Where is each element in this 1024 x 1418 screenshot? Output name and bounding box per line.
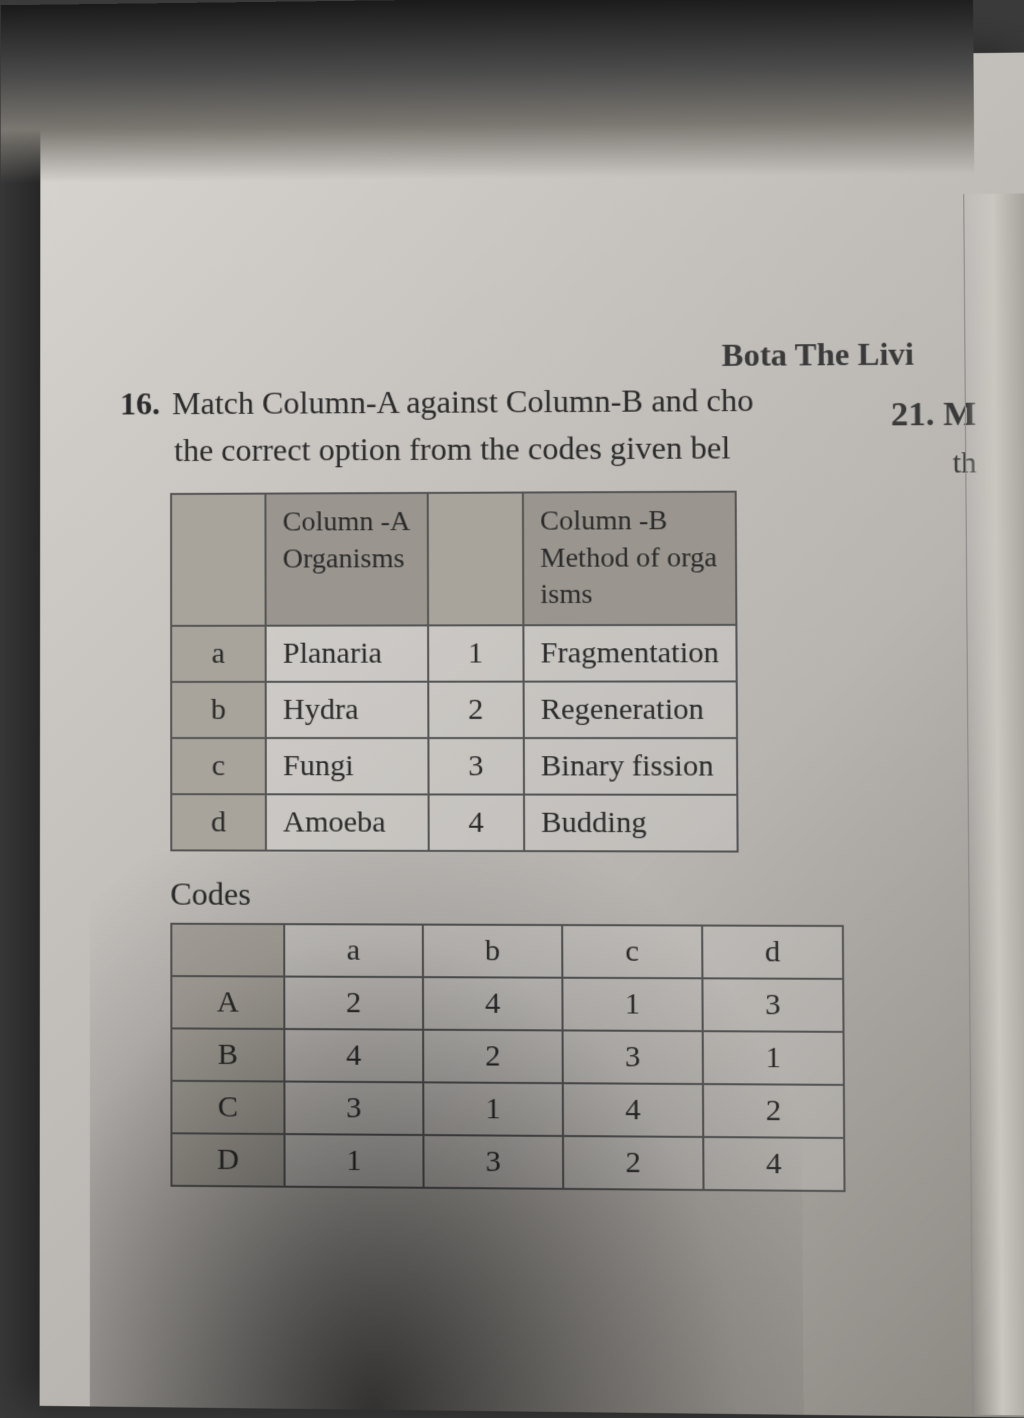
code-val: 3	[284, 1081, 423, 1135]
code-val: 2	[423, 1029, 563, 1082]
codes-heading: Codes	[170, 875, 955, 915]
option-label: C	[171, 1080, 284, 1133]
code-val: 3	[563, 1030, 703, 1084]
chapter-title-fragment: Bota The Livi	[722, 335, 915, 373]
table-row: c Fungi 3 Binary fission	[171, 738, 737, 795]
code-val: 2	[284, 976, 423, 1029]
codes-col-c: c	[562, 925, 702, 978]
question-16: 16. Match Column-A against Column-B and …	[120, 376, 957, 1193]
option-label: B	[171, 1028, 284, 1081]
codes-option-row: D 1 3 2 4	[171, 1133, 844, 1191]
codes-option-row: B 4 2 3 1	[171, 1028, 843, 1084]
method-num: 4	[428, 794, 524, 851]
code-val: 1	[562, 977, 702, 1030]
method-cell: Budding	[524, 794, 738, 851]
organism-cell: Fungi	[266, 738, 429, 794]
row-key: d	[171, 794, 266, 850]
row-key: c	[171, 738, 266, 794]
code-val: 4	[563, 1083, 703, 1137]
method-num: 1	[428, 625, 523, 681]
option-label: D	[171, 1133, 284, 1186]
row-key: b	[171, 681, 266, 737]
method-cell: Binary fission	[524, 738, 737, 795]
match-columns-table: Column -AOrganisms Column -BMethod of or…	[170, 491, 738, 852]
question-text-line1: Match Column-A against Column-B and cho	[172, 382, 754, 421]
column-b-header: Column -BMethod of orgaisms	[523, 492, 736, 625]
column-a-header: Column -AOrganisms	[265, 493, 427, 625]
table-row: a Planaria 1 Fragmentation	[171, 624, 736, 681]
method-num: 3	[428, 738, 524, 795]
method-num: 2	[428, 681, 524, 737]
blank-header	[171, 494, 266, 625]
book-page: Bota The Livi 21. M th 16. Match Column-…	[40, 52, 1024, 1417]
code-val: 4	[284, 1029, 423, 1082]
option-label: A	[171, 976, 284, 1029]
codes-col-d: d	[702, 925, 843, 978]
organism-cell: Planaria	[266, 625, 428, 681]
organism-cell: Amoeba	[266, 794, 429, 851]
facing-page-edge	[963, 193, 1024, 1415]
method-cell: Fragmentation	[523, 624, 736, 681]
table-row: b Hydra 2 Regeneration	[171, 681, 737, 738]
blank-header-2	[427, 493, 523, 625]
question-number: 16.	[120, 385, 160, 421]
method-cell: Regeneration	[523, 681, 736, 738]
codes-header-row: a b c d	[171, 923, 843, 978]
table-row: d Amoeba 4 Budding	[171, 794, 737, 851]
code-val: 1	[423, 1082, 563, 1136]
table-header-row: Column -AOrganisms Column -BMethod of or…	[171, 492, 736, 625]
code-val: 3	[702, 978, 843, 1032]
codes-table: a b c d A 2 4 1 3 B 4 2 3 1 C 3	[170, 922, 845, 1191]
organism-cell: Hydra	[266, 681, 428, 737]
codes-col-b: b	[423, 924, 563, 977]
code-val: 2	[563, 1136, 704, 1190]
codes-col-a: a	[284, 924, 423, 977]
code-val: 4	[703, 1137, 844, 1191]
code-val: 1	[284, 1134, 423, 1188]
next-question-number: 21. M	[891, 396, 977, 435]
row-key: a	[171, 625, 266, 681]
blank-corner	[171, 923, 284, 976]
code-val: 2	[703, 1084, 844, 1138]
question-text-line2: the correct option from the codes given …	[174, 428, 952, 469]
code-val: 4	[423, 977, 563, 1030]
code-val: 3	[423, 1135, 563, 1189]
codes-option-row: C 3 1 4 2	[171, 1080, 844, 1137]
codes-option-row: A 2 4 1 3	[171, 976, 843, 1032]
code-val: 1	[703, 1031, 844, 1085]
